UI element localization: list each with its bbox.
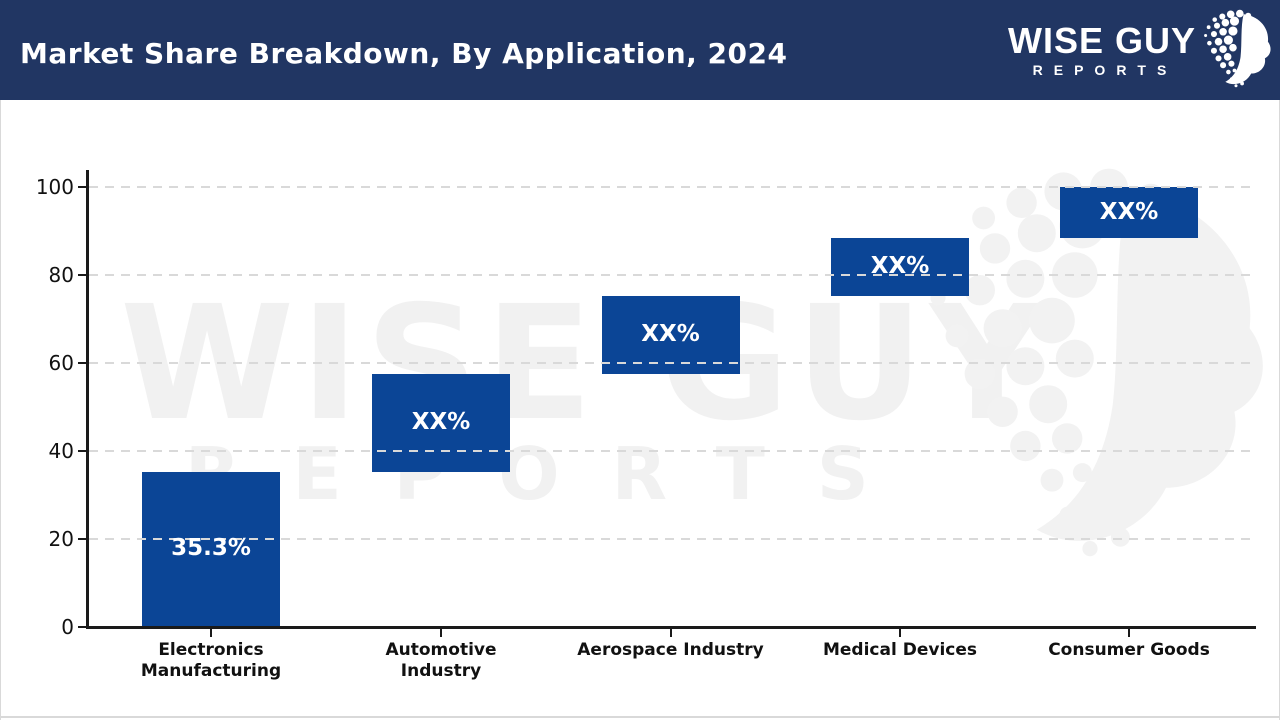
bar-2	[372, 374, 510, 472]
x-axis-line	[86, 626, 1256, 629]
y-axis-tick-label: 100	[35, 175, 74, 199]
watermark-subtitle: REPORTS	[185, 432, 921, 516]
y-axis-tick-label: 0	[61, 615, 74, 639]
bar-5	[1060, 187, 1198, 239]
y-axis-tick	[78, 538, 86, 540]
logo-text: WISE GUY REPORTS	[1007, 19, 1196, 78]
x-axis-tick	[669, 628, 672, 637]
bar-value-label: XX%	[411, 409, 471, 436]
bar-value-label: XX%	[870, 253, 930, 280]
logo-wordmark: WISE GUY	[1007, 19, 1196, 61]
gridline-y80	[89, 274, 1256, 276]
gridline-y20	[89, 538, 1256, 540]
watermark-wordmark: WISE GUY	[120, 272, 1051, 456]
x-axis-tick	[210, 628, 212, 637]
y-axis-tick	[78, 274, 86, 276]
y-axis-tick	[78, 362, 86, 364]
y-axis-tick-label: 60	[48, 351, 74, 375]
bottom-border-line	[0, 716, 1280, 718]
logo-subtitle: REPORTS	[1032, 61, 1178, 78]
bar-value-label: XX%	[1099, 198, 1159, 225]
x-axis-tick	[1128, 628, 1130, 637]
bar-3	[601, 296, 740, 375]
y-axis-tick-label: 80	[48, 263, 74, 287]
y-axis-tick	[78, 450, 86, 452]
header-bar: Market Share Breakdown, By Application, …	[0, 0, 1280, 100]
x-axis-tick	[899, 628, 901, 637]
bar-1	[142, 471, 280, 627]
page-title: Market Share Breakdown, By Application, …	[20, 37, 788, 70]
category-label: Consumer Goods	[1048, 640, 1210, 660]
bar-value-label: XX%	[641, 321, 700, 348]
y-axis-line	[86, 170, 89, 629]
bar-4	[831, 238, 969, 297]
gridline-y100	[89, 186, 1256, 188]
bar-value-label: 35.3%	[171, 535, 251, 562]
gridline-y60	[89, 362, 1256, 364]
y-axis-tick	[78, 626, 86, 628]
gridline-y40	[89, 450, 1256, 452]
category-label: Medical Devices	[822, 640, 977, 660]
wise-guy-reports-logo: WISE GUY REPORTS	[1008, 4, 1274, 96]
y-axis-tick	[78, 186, 86, 188]
category-label: Automotive Industry	[385, 640, 497, 681]
x-axis-tick	[440, 628, 442, 637]
y-axis-tick-label: 40	[48, 439, 74, 463]
category-label: Aerospace Industry	[577, 640, 764, 660]
y-axis-tick-label: 20	[48, 527, 74, 551]
category-label: Electronics Manufacturing	[140, 640, 282, 681]
